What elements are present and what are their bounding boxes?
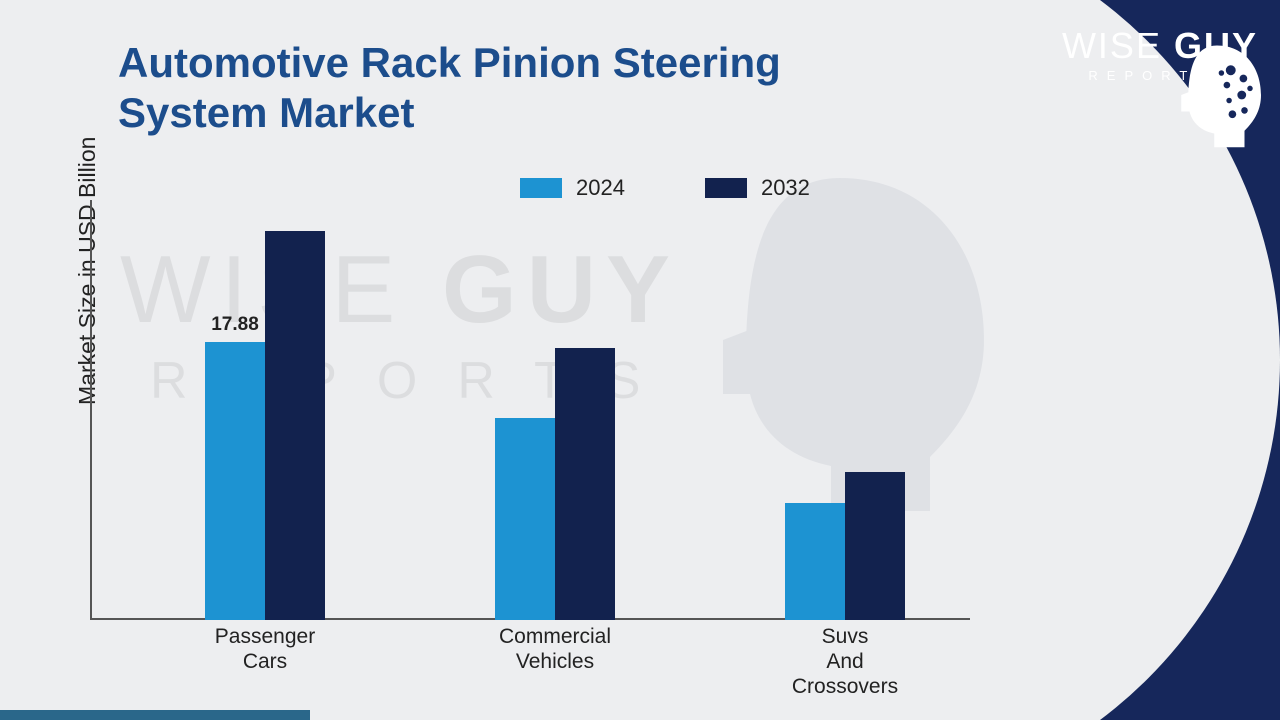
category-label: SuvsAndCrossovers (760, 624, 930, 700)
legend-swatch-2024 (520, 178, 562, 198)
y-axis-line (90, 200, 92, 620)
bar (265, 231, 325, 620)
legend: 2024 2032 (520, 175, 810, 201)
legend-item-2032: 2032 (705, 175, 810, 201)
legend-label-2024: 2024 (576, 175, 625, 201)
legend-swatch-2032 (705, 178, 747, 198)
bar (495, 418, 555, 620)
category-label: CommercialVehicles (470, 624, 640, 674)
bar-value-label: 17.88 (195, 314, 275, 336)
chart-title: Automotive Rack Pinion Steering System M… (118, 38, 878, 137)
brand-logo: WISE GUY REPORTS (1062, 28, 1258, 83)
logo-head-icon (1162, 40, 1272, 150)
legend-label-2032: 2032 (761, 175, 810, 201)
bar (555, 348, 615, 620)
logo-wise: WISE (1062, 25, 1162, 66)
legend-item-2024: 2024 (520, 175, 625, 201)
bar (205, 342, 265, 620)
bar (845, 472, 905, 620)
category-label: PassengerCars (180, 624, 350, 674)
bar (785, 503, 845, 620)
chart-area: 17.88PassengerCarsCommercialVehiclesSuvs… (90, 200, 970, 620)
stage: WISE GUY REPORTS WISE GUY REPORTS Automo… (0, 0, 1280, 720)
accent-strip (0, 710, 310, 720)
